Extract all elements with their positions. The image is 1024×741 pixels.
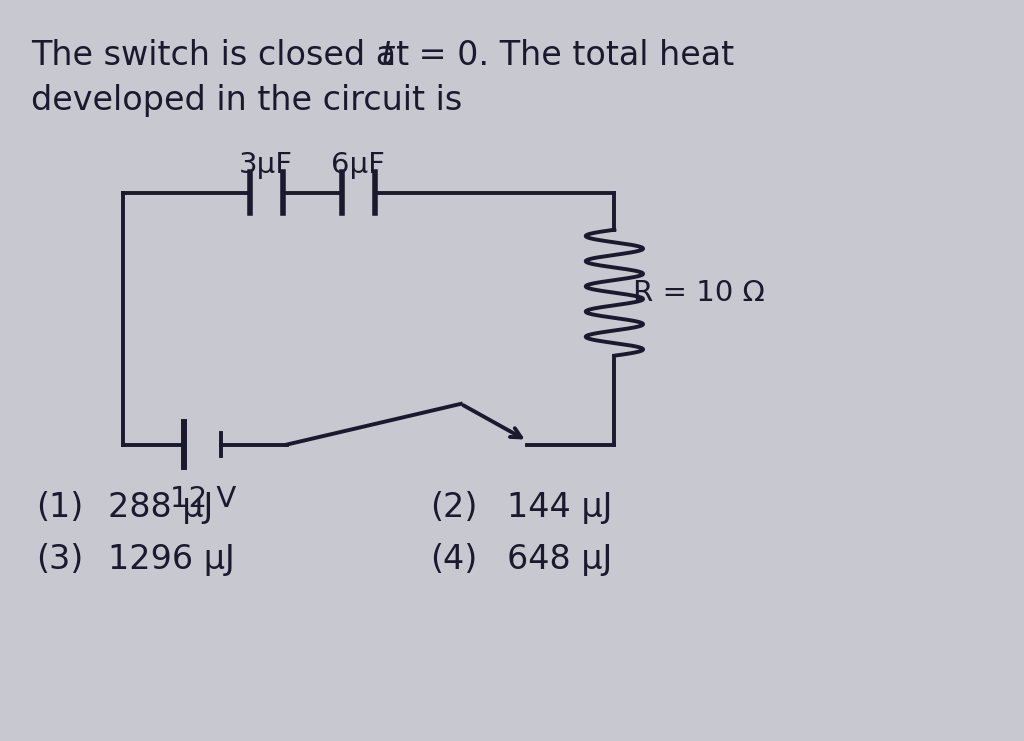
Text: (2): (2) — [430, 491, 477, 524]
Text: The switch is closed at: The switch is closed at — [31, 39, 420, 72]
Text: t: t — [381, 39, 394, 72]
Text: 144 μJ: 144 μJ — [507, 491, 612, 524]
Text: (1): (1) — [36, 491, 83, 524]
Text: 1296 μJ: 1296 μJ — [108, 543, 234, 576]
Text: 648 μJ: 648 μJ — [507, 543, 612, 576]
Text: 3μF: 3μF — [240, 150, 293, 179]
Text: developed in the circuit is: developed in the circuit is — [31, 84, 462, 116]
Text: 6μF: 6μF — [332, 150, 385, 179]
Text: 288 μJ: 288 μJ — [108, 491, 213, 524]
Text: (4): (4) — [430, 543, 477, 576]
Text: = 0. The total heat: = 0. The total heat — [408, 39, 733, 72]
Text: R = 10 Ω: R = 10 Ω — [633, 279, 765, 307]
Text: 12 V: 12 V — [170, 485, 236, 514]
Text: (3): (3) — [36, 543, 83, 576]
